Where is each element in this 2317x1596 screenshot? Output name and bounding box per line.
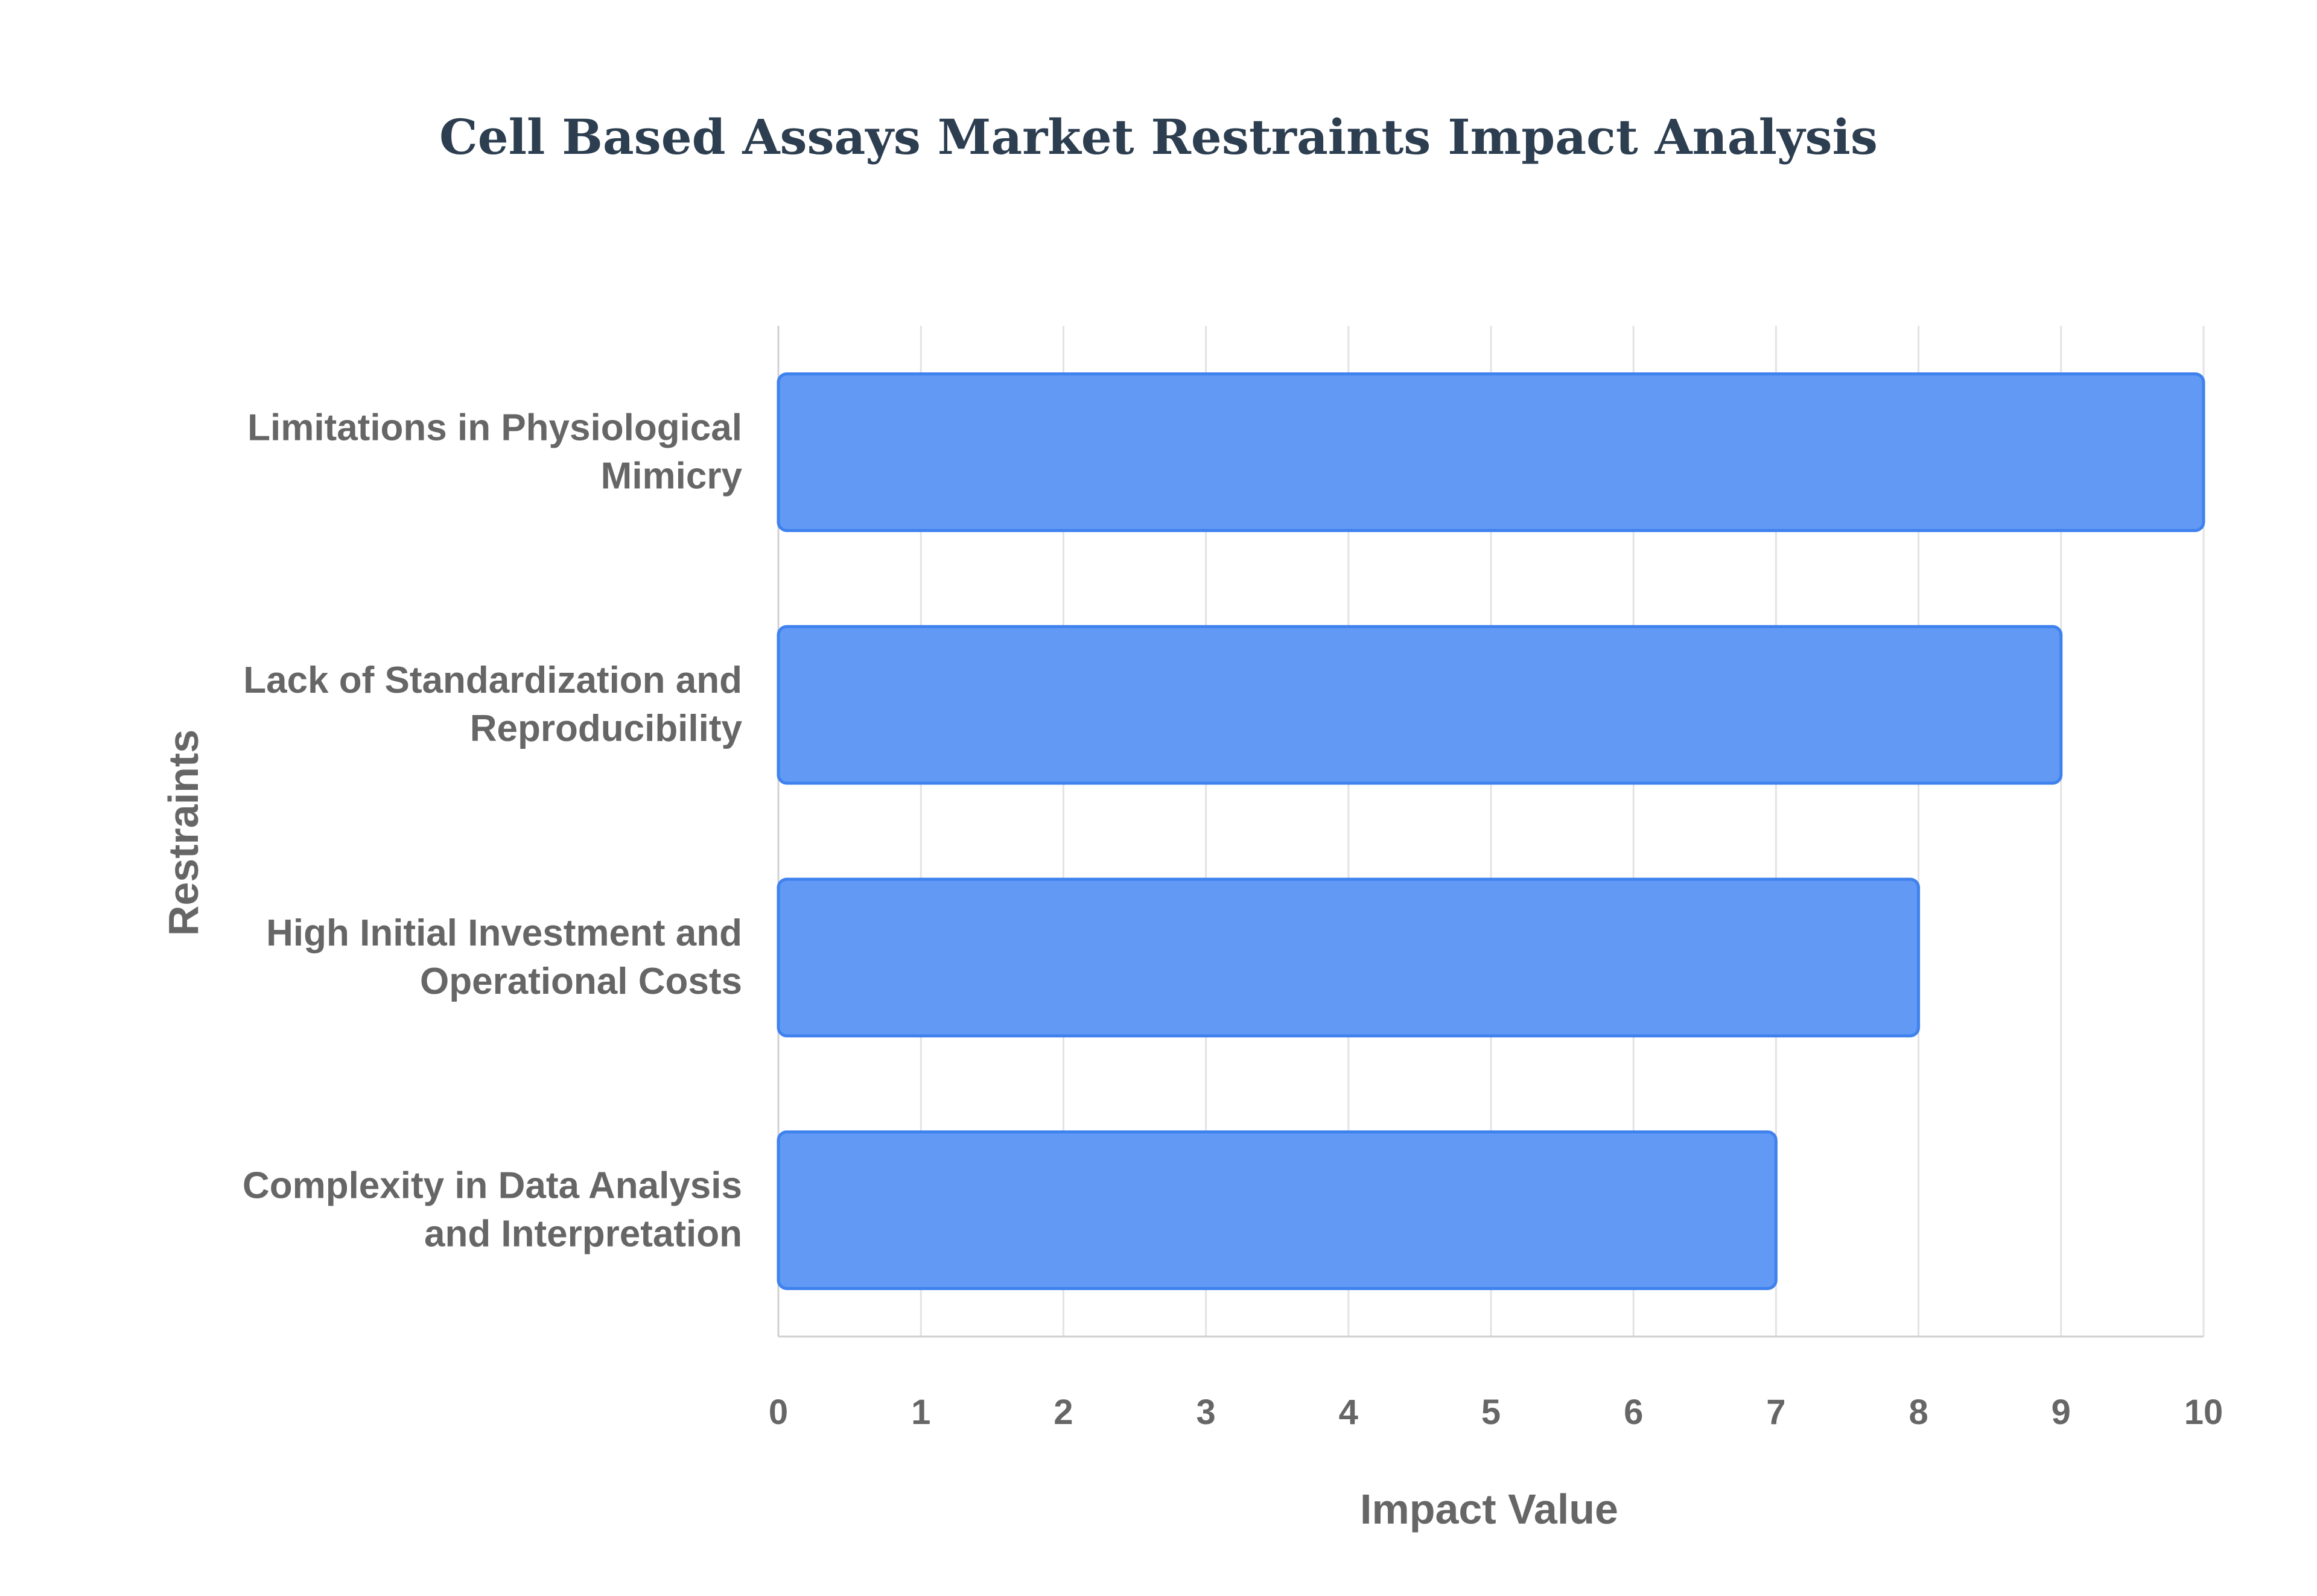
chart-title: Cell Based Assays Market Restraints Impa… <box>439 109 1878 165</box>
x-tick-label: 4 <box>1339 1393 1358 1432</box>
bar-1 <box>777 625 2063 785</box>
category-label-line: Operational Costs <box>420 961 742 1002</box>
category-label: Limitations in Physiological Mimicry <box>247 407 742 497</box>
category-label-line: Reproducibility <box>470 708 743 749</box>
x-tick-label: 1 <box>911 1393 930 1432</box>
x-tick-label: 0 <box>769 1393 788 1432</box>
category-label-line: Mimicry <box>601 455 743 497</box>
x-tick-label: 3 <box>1196 1393 1215 1432</box>
category-label-line: Complexity in Data Analysis <box>243 1165 742 1207</box>
x-tick-label: 8 <box>1909 1393 1928 1432</box>
x-tick-label: 7 <box>1766 1393 1785 1432</box>
x-tick-label: 5 <box>1481 1393 1501 1432</box>
category-label-line: and Interpretation <box>424 1213 742 1255</box>
category-label-line: Lack of Standardization and <box>243 660 742 701</box>
category-labels: Limitations in Physiological Mimicry Lack … <box>243 407 743 1254</box>
bar-0 <box>777 372 2205 532</box>
x-tick-label: 9 <box>2052 1393 2071 1432</box>
x-tick-label: 10 <box>2184 1393 2223 1432</box>
bars <box>777 372 2205 1290</box>
category-label-line: High Initial Investment and <box>266 912 742 954</box>
category-label: Complexity in Data Analysis and Interpret… <box>243 1165 742 1255</box>
x-tick-label: 6 <box>1624 1393 1643 1432</box>
category-label: High Initial Investment and Operational C… <box>266 912 742 1002</box>
x-tick-label: 2 <box>1054 1393 1073 1432</box>
category-label: Lack of Standardization and Reproducibili… <box>243 660 742 749</box>
y-axis-title: Restraints <box>160 730 207 936</box>
x-axis-title: Impact Value <box>1360 1486 1618 1533</box>
bar-3 <box>777 1130 1778 1290</box>
category-label-line: Limitations in Physiological <box>247 407 742 448</box>
x-tick-labels: 0 1 2 3 4 5 6 7 8 9 10 <box>769 1393 2223 1432</box>
bar-2 <box>777 877 1921 1038</box>
